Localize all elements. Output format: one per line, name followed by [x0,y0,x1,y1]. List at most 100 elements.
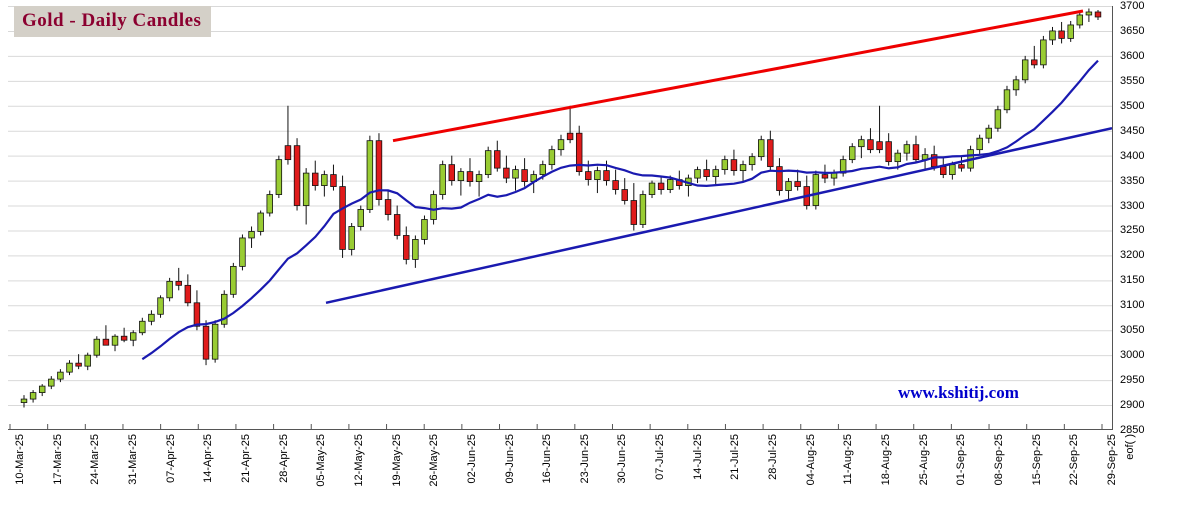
candle-body [949,164,956,176]
x-axis-tick: 30-Jun-25 [616,434,629,484]
candle-body [657,182,665,190]
candle-body [102,338,110,346]
candle-body [175,280,182,286]
candle-body [958,164,965,169]
candle-body [321,174,328,186]
candle-body [129,332,137,341]
candle-body [994,109,1002,129]
candle-body [1085,11,1093,16]
y-axis-tick: 3450 [1120,124,1145,137]
candle-body [357,209,364,227]
x-axis-tick: 14-Apr-25 [202,434,215,483]
candle-body [421,219,428,240]
candle-body [221,293,228,325]
candle-body [293,145,301,206]
candle-body [730,159,738,172]
candle-body [630,200,638,225]
candle-body [648,182,656,195]
x-axis-tick: 21-Apr-25 [239,434,252,483]
candle-body [457,171,465,181]
candle-body [48,378,55,387]
x-axis-tick: 02-Jun-25 [465,434,478,484]
x-axis-tick: 18-Aug-25 [880,434,893,486]
y-axis-tick: 3700 [1120,0,1145,12]
candle-body [575,132,583,173]
x-axis-tick: 12-May-25 [352,434,365,487]
y-axis-tick: 2850 [1120,424,1145,436]
x-axis-tick: 14-Jul-25 [691,434,704,480]
candle-body [430,194,437,220]
y-axis-tick: 3300 [1120,199,1145,212]
candle-body [184,284,192,304]
x-axis-tick: 31-Mar-25 [126,434,139,485]
candle-body [139,320,146,334]
chart-title: Gold - Daily Candles [14,6,212,37]
candle-body [821,174,829,179]
candle-body [739,164,747,172]
candle-body [148,313,155,322]
candle-body [448,164,456,181]
x-axis-tick: 28-Apr-25 [277,434,290,483]
x-axis-tick: 16-Jun-25 [541,434,554,484]
x-axis-tick: 28-Jul-25 [767,434,780,480]
candle-body [1021,59,1029,81]
plot-svg [8,6,1112,430]
candle-body [1012,79,1020,91]
watermark-label: www.kshitij.com [898,383,1019,402]
candle-body [1067,24,1074,39]
y-axis-tick: 3000 [1120,349,1145,362]
x-axis-tick: 26-May-25 [428,434,441,487]
candle-body [412,239,419,260]
candle-body [876,141,883,151]
x-axis-tick: 17-Mar-25 [51,434,64,485]
y-axis-tick: 3100 [1120,299,1145,312]
y-axis-tick: 3650 [1120,24,1145,37]
moving-average-line [141,59,1099,361]
candle-body [257,212,264,232]
eof-label: eof( ) [1124,434,1136,460]
candle-body [466,171,474,182]
candle-body [976,137,983,151]
candle-body [867,139,874,151]
x-axis-tick: 09-Jun-25 [503,434,516,484]
candle-body [29,392,37,400]
candle-body [885,141,892,163]
candle-body [521,169,528,182]
candle-body [239,237,246,267]
candle-body [84,354,91,367]
candle-body [539,164,547,176]
candle-body [312,172,319,186]
candle-body [621,189,628,201]
candle-body [666,179,674,190]
candle-body [66,362,73,373]
candle-body [712,169,719,177]
candle-body [475,174,483,182]
candle-body [830,172,838,179]
candle-body [721,159,729,171]
y-axis-tick: 3600 [1120,49,1145,62]
candle-body [594,170,601,180]
candle-body [512,169,519,179]
candle-body [20,398,28,403]
candle-body [266,194,273,214]
x-axis-tick: 21-Jul-25 [729,434,742,480]
candle-body [903,144,911,154]
candle-body [384,199,392,215]
candle-body [494,150,501,169]
y-axis-tick: 3050 [1120,324,1145,337]
candle-body [849,146,856,161]
x-axis-tick: 07-Apr-25 [164,434,177,483]
candle-body [366,140,374,210]
resistance-trendline [392,9,1084,143]
candle-body [1031,59,1038,66]
x-axis: 10-Mar-25 17-Mar-25 24-Mar-25 31-Mar-25 07-A… [0,430,1180,527]
candle-body [75,362,82,367]
candle-body [694,169,701,179]
y-axis-tick: 3400 [1120,149,1145,162]
plot-area [8,6,1113,430]
y-axis-tick: 3550 [1120,74,1145,87]
x-axis-tick: 22-Sep-25 [1068,434,1081,486]
candle-body [603,170,610,181]
candle-body [566,132,574,141]
candle-body [1040,39,1047,66]
